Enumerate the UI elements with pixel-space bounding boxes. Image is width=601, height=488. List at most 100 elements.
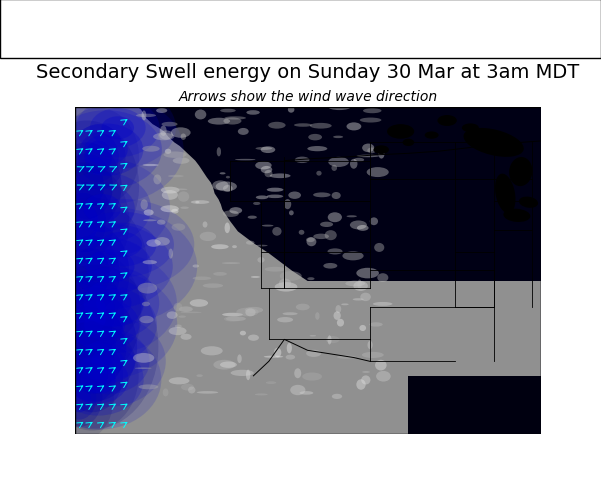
Ellipse shape xyxy=(294,124,312,127)
Ellipse shape xyxy=(171,209,178,214)
Ellipse shape xyxy=(91,349,124,374)
Ellipse shape xyxy=(52,286,157,365)
Ellipse shape xyxy=(463,129,524,158)
Ellipse shape xyxy=(102,117,134,140)
Ellipse shape xyxy=(367,168,389,178)
Ellipse shape xyxy=(288,107,294,114)
Ellipse shape xyxy=(328,336,332,345)
Ellipse shape xyxy=(356,155,379,158)
Ellipse shape xyxy=(72,249,110,300)
Ellipse shape xyxy=(255,394,267,396)
Ellipse shape xyxy=(226,177,230,179)
Ellipse shape xyxy=(296,304,310,311)
Ellipse shape xyxy=(61,236,120,312)
Ellipse shape xyxy=(69,124,143,177)
Ellipse shape xyxy=(160,126,166,137)
Ellipse shape xyxy=(255,147,272,151)
Ellipse shape xyxy=(201,346,223,356)
Ellipse shape xyxy=(316,171,322,176)
Ellipse shape xyxy=(299,391,313,395)
Ellipse shape xyxy=(245,307,263,313)
Ellipse shape xyxy=(216,182,237,192)
Ellipse shape xyxy=(438,116,457,127)
Ellipse shape xyxy=(34,159,170,259)
Ellipse shape xyxy=(320,222,333,227)
Ellipse shape xyxy=(306,238,315,243)
Ellipse shape xyxy=(180,207,189,209)
Ellipse shape xyxy=(373,303,392,306)
Ellipse shape xyxy=(255,245,267,247)
Ellipse shape xyxy=(157,220,165,225)
Ellipse shape xyxy=(331,165,337,172)
Ellipse shape xyxy=(220,109,236,113)
Ellipse shape xyxy=(224,118,242,125)
Ellipse shape xyxy=(285,355,295,360)
Ellipse shape xyxy=(256,196,268,200)
Ellipse shape xyxy=(163,388,168,397)
Ellipse shape xyxy=(223,185,233,192)
Ellipse shape xyxy=(307,238,316,247)
Ellipse shape xyxy=(84,279,144,327)
Ellipse shape xyxy=(222,263,240,264)
Ellipse shape xyxy=(353,282,368,291)
Ellipse shape xyxy=(332,394,342,399)
Ellipse shape xyxy=(231,370,254,376)
Ellipse shape xyxy=(142,261,157,265)
Ellipse shape xyxy=(462,124,479,133)
Ellipse shape xyxy=(191,201,209,204)
Ellipse shape xyxy=(203,222,207,228)
Ellipse shape xyxy=(197,375,203,377)
Ellipse shape xyxy=(334,312,341,320)
Ellipse shape xyxy=(246,370,251,381)
Ellipse shape xyxy=(248,216,257,220)
Ellipse shape xyxy=(139,385,158,389)
Ellipse shape xyxy=(328,158,349,167)
Ellipse shape xyxy=(68,239,152,295)
Ellipse shape xyxy=(328,104,351,111)
Ellipse shape xyxy=(67,384,91,412)
Ellipse shape xyxy=(159,131,173,141)
Ellipse shape xyxy=(347,123,361,131)
Ellipse shape xyxy=(53,344,144,416)
Ellipse shape xyxy=(200,232,216,242)
Ellipse shape xyxy=(264,170,272,178)
Ellipse shape xyxy=(144,210,154,216)
Ellipse shape xyxy=(328,249,343,255)
Ellipse shape xyxy=(377,274,388,283)
Ellipse shape xyxy=(356,268,379,279)
Ellipse shape xyxy=(168,176,184,178)
Ellipse shape xyxy=(195,110,206,120)
Ellipse shape xyxy=(153,175,161,185)
Ellipse shape xyxy=(192,265,199,268)
Ellipse shape xyxy=(333,136,343,139)
Ellipse shape xyxy=(190,300,208,307)
Ellipse shape xyxy=(67,203,99,243)
Ellipse shape xyxy=(171,189,188,191)
Ellipse shape xyxy=(213,360,235,370)
Ellipse shape xyxy=(171,128,191,139)
Ellipse shape xyxy=(225,223,230,234)
Ellipse shape xyxy=(235,160,255,161)
Ellipse shape xyxy=(72,125,126,190)
Ellipse shape xyxy=(142,164,159,167)
Ellipse shape xyxy=(255,162,272,170)
Ellipse shape xyxy=(63,306,126,388)
Ellipse shape xyxy=(52,292,137,402)
Ellipse shape xyxy=(323,264,337,269)
Ellipse shape xyxy=(425,132,439,140)
Ellipse shape xyxy=(353,159,364,163)
Ellipse shape xyxy=(223,211,239,218)
Ellipse shape xyxy=(96,289,132,317)
Ellipse shape xyxy=(222,313,243,317)
Ellipse shape xyxy=(59,87,176,169)
Ellipse shape xyxy=(306,350,321,357)
Ellipse shape xyxy=(261,166,272,174)
Ellipse shape xyxy=(237,355,242,363)
Ellipse shape xyxy=(133,353,154,363)
Ellipse shape xyxy=(277,317,293,323)
Ellipse shape xyxy=(168,249,173,259)
Ellipse shape xyxy=(53,173,151,244)
Ellipse shape xyxy=(169,378,189,385)
Ellipse shape xyxy=(46,322,139,431)
Ellipse shape xyxy=(264,267,285,272)
